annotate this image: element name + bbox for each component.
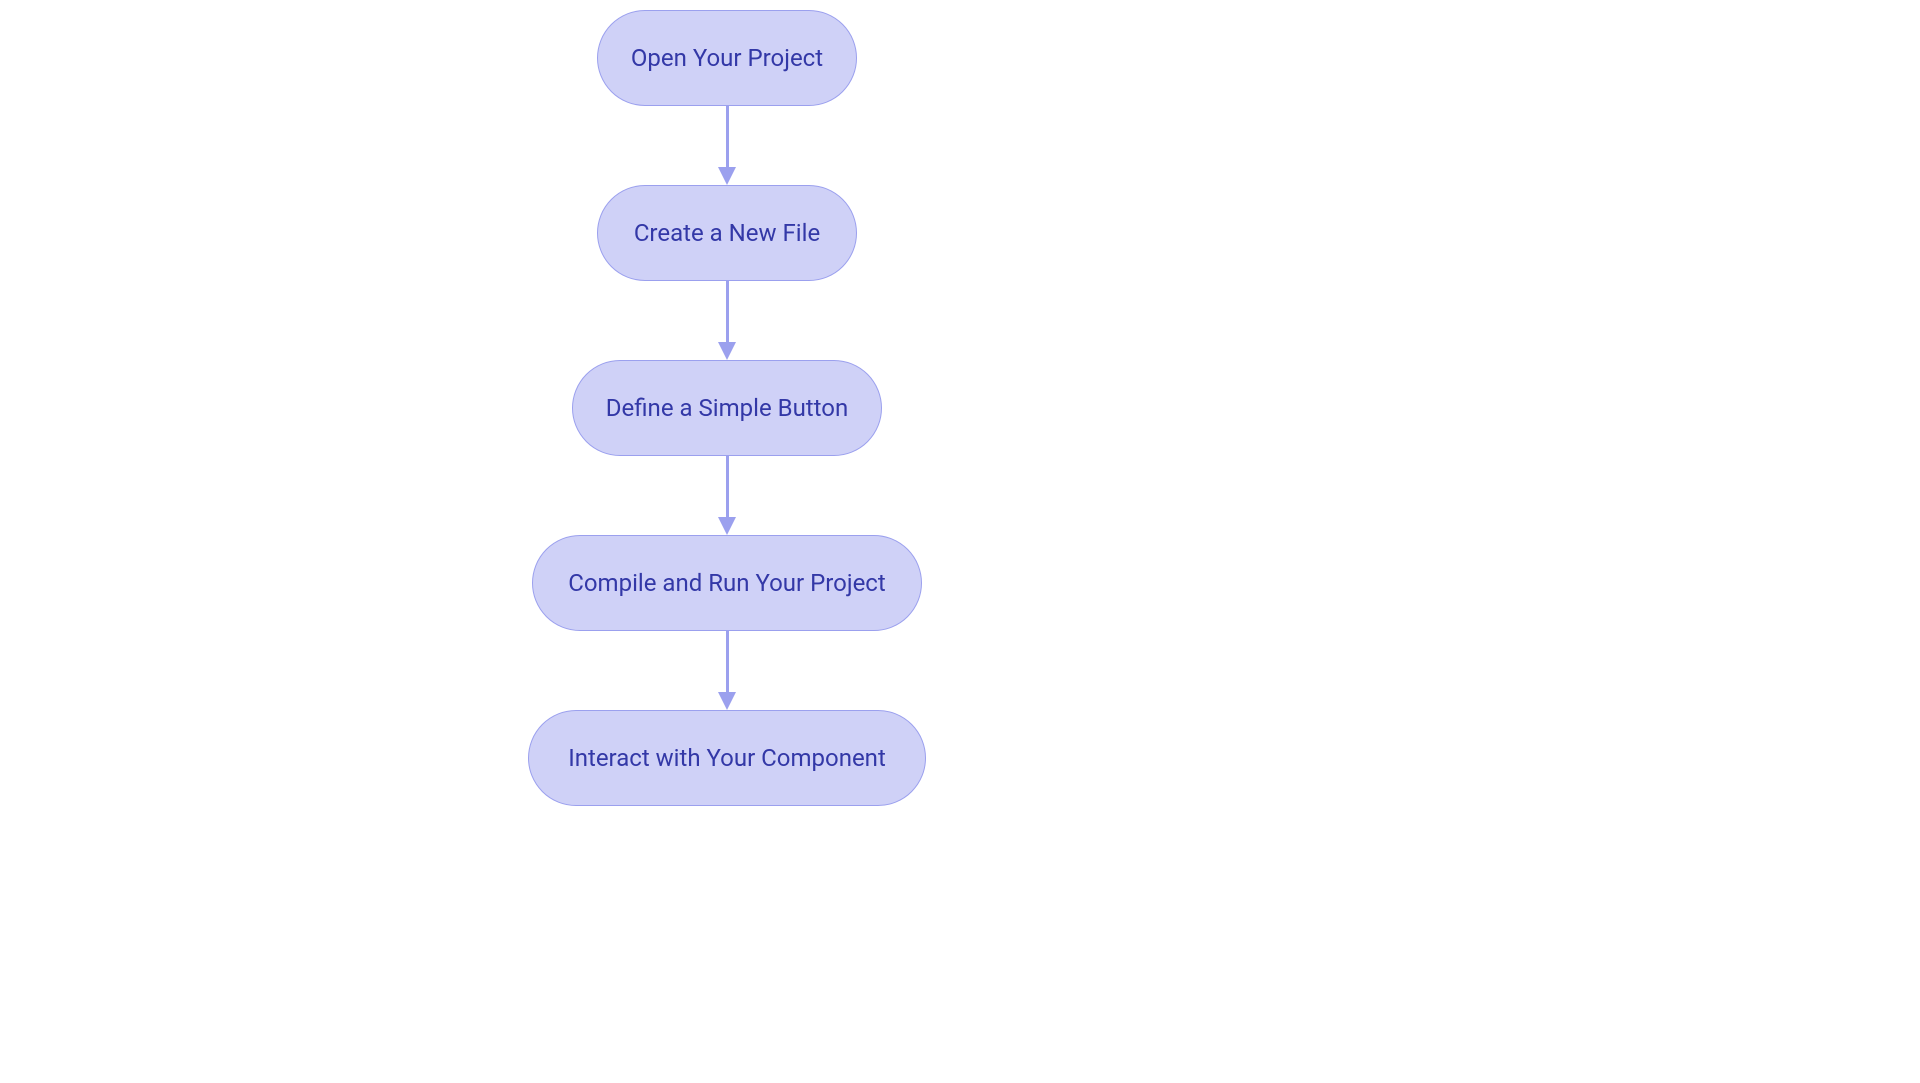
flowchart-node-label: Interact with Your Component: [568, 744, 886, 772]
flowchart-node-label: Open Your Project: [631, 44, 823, 72]
flowchart-edge-line: [726, 106, 729, 169]
flowchart-edge-arrowhead: [718, 342, 736, 360]
flowchart-edge-line: [726, 456, 729, 519]
flowchart-node-n2: Create a New File: [597, 185, 857, 281]
flowchart-edge-line: [726, 281, 729, 344]
flowchart-node-n3: Define a Simple Button: [572, 360, 882, 456]
flowchart-edge-arrowhead: [718, 692, 736, 710]
flowchart-node-n4: Compile and Run Your Project: [532, 535, 922, 631]
flowchart-node-n1: Open Your Project: [597, 10, 857, 106]
flowchart-canvas: Open Your Project Create a New File Define…: [0, 0, 1920, 1083]
flowchart-node-label: Create a New File: [634, 219, 820, 247]
flowchart-node-label: Compile and Run Your Project: [568, 569, 885, 597]
flowchart-edge-line: [726, 631, 729, 694]
flowchart-edge-arrowhead: [718, 167, 736, 185]
flowchart-edge-arrowhead: [718, 517, 736, 535]
flowchart-node-label: Define a Simple Button: [606, 394, 848, 422]
flowchart-node-n5: Interact with Your Component: [528, 710, 926, 806]
